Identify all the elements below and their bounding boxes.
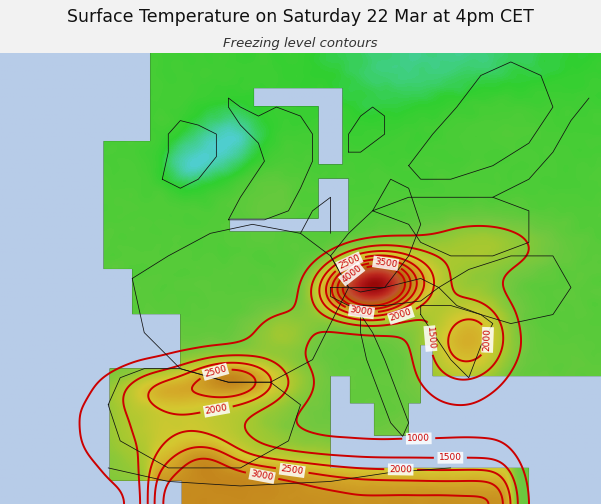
Text: 2000: 2000 <box>389 307 413 323</box>
Text: 3500: 3500 <box>374 257 398 270</box>
Text: 1000: 1000 <box>407 434 430 443</box>
Text: 2500: 2500 <box>280 464 304 476</box>
Text: Freezing level contours: Freezing level contours <box>223 37 378 50</box>
Text: 2500: 2500 <box>203 364 228 379</box>
Text: Surface Temperature on Saturday 22 Mar at 4pm CET: Surface Temperature on Saturday 22 Mar a… <box>67 8 534 26</box>
Text: 2000: 2000 <box>483 328 492 351</box>
Text: 1500: 1500 <box>425 327 436 350</box>
Text: 3000: 3000 <box>350 305 373 318</box>
Text: 2000: 2000 <box>204 403 228 416</box>
Text: 3000: 3000 <box>250 469 274 482</box>
Text: 2000: 2000 <box>389 465 412 474</box>
Text: 1500: 1500 <box>439 453 462 462</box>
Text: 2500: 2500 <box>337 253 362 271</box>
Text: 4000: 4000 <box>340 263 364 285</box>
